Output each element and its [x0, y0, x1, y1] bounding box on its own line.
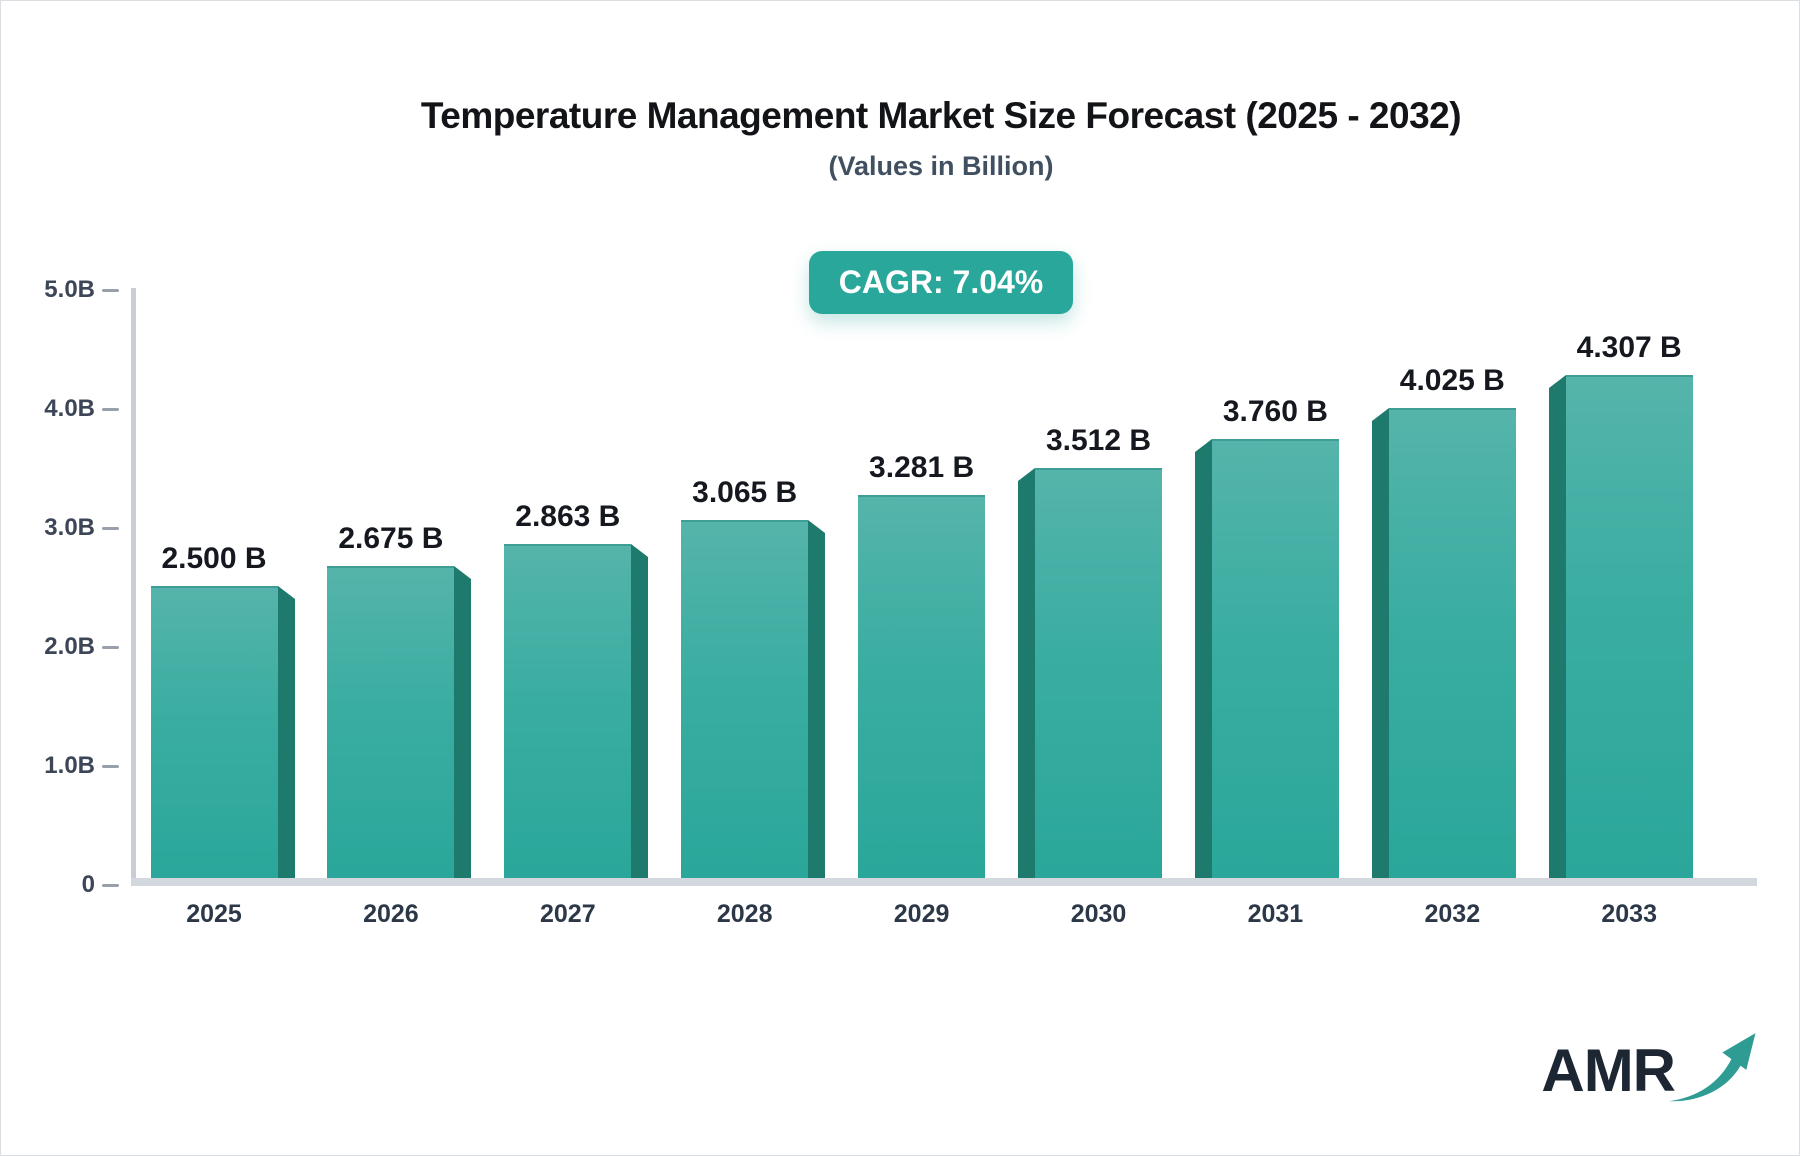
x-axis-label-2026: 2026 — [363, 900, 419, 928]
x-axis-label-2028: 2028 — [716, 900, 773, 928]
y-tick-dash — [102, 408, 119, 411]
y-tick-label: 5.0B — [44, 276, 95, 303]
bar-value-label-2028: 3.065 B — [692, 476, 798, 509]
bar-value-label-2026: 2.675 B — [338, 522, 444, 555]
amr-logo: AMR — [1541, 1031, 1761, 1111]
x-axis-label-2029: 2029 — [893, 900, 950, 928]
y-tick-label: 4.0B — [44, 395, 95, 422]
x-axis-label-2031: 2031 — [1247, 900, 1304, 928]
x-axis-label-2030: 2030 — [1070, 900, 1127, 928]
bar-value-label-2030: 3.512 B — [1045, 424, 1152, 457]
y-tick-label: 3.0B — [44, 514, 95, 541]
bar-side-face-2028 — [808, 520, 825, 878]
y-tick-label: 2.0B — [44, 633, 95, 660]
bar-face-2030 — [1035, 468, 1162, 878]
y-tick-dash — [102, 884, 119, 887]
bar-side-face-2027 — [631, 544, 648, 878]
y-tick-dash — [102, 646, 119, 649]
bar-value-label-2029: 3.281 B — [869, 451, 975, 484]
bar-face-2032 — [1389, 408, 1516, 878]
bar-face-2026 — [327, 566, 454, 878]
x-axis-label-2025: 2025 — [186, 900, 242, 928]
x-axis-label-2032: 2032 — [1424, 900, 1481, 928]
y-axis-line — [131, 288, 136, 886]
bar-side-face-2032 — [1372, 408, 1389, 878]
bar-face-2033 — [1566, 375, 1693, 878]
y-tick-dash — [102, 527, 119, 530]
y-tick-label: 0 — [81, 871, 95, 898]
growth-arrow-icon — [1669, 1033, 1756, 1102]
bar-side-face-2033 — [1549, 375, 1566, 878]
chart-header: Temperature Management Market Size Forec… — [66, 1, 1799, 182]
bar-side-face-2026 — [454, 566, 471, 878]
amr-logo-text: AMR — [1541, 1037, 1676, 1104]
x-axis-label-2033: 2033 — [1601, 900, 1657, 928]
bar-face-2027 — [504, 544, 631, 878]
bar-side-face-2030 — [1018, 468, 1035, 878]
bar-side-face-2031 — [1195, 439, 1212, 878]
chart-title: Temperature Management Market Size Forec… — [420, 95, 1462, 136]
bar-value-label-2033: 4.307 B — [1576, 331, 1682, 364]
y-tick-dash — [102, 765, 119, 768]
bar-face-2029 — [858, 495, 985, 878]
bar-value-label-2025: 2.500 B — [161, 542, 267, 575]
bar-side-face-2025 — [278, 586, 295, 878]
y-tick-label: 1.0B — [44, 752, 95, 779]
cagr-badge-row: CAGR: 7.04% — [66, 251, 1799, 314]
bar-value-label-2027: 2.863 B — [515, 500, 621, 533]
chart-subtitle: (Values in Billion) — [828, 151, 1054, 181]
bar-value-label-2031: 3.760 B — [1222, 395, 1328, 428]
bar-face-2028 — [681, 520, 808, 878]
x-axis-baseline — [131, 878, 1757, 886]
bar-face-2031 — [1212, 439, 1339, 878]
bar-face-2025 — [151, 586, 278, 878]
cagr-badge: CAGR: 7.04% — [808, 251, 1074, 314]
bar-value-label-2032: 4.025 B — [1399, 364, 1505, 397]
y-tick-dash — [102, 289, 119, 292]
x-axis-label-2027: 2027 — [539, 900, 596, 928]
